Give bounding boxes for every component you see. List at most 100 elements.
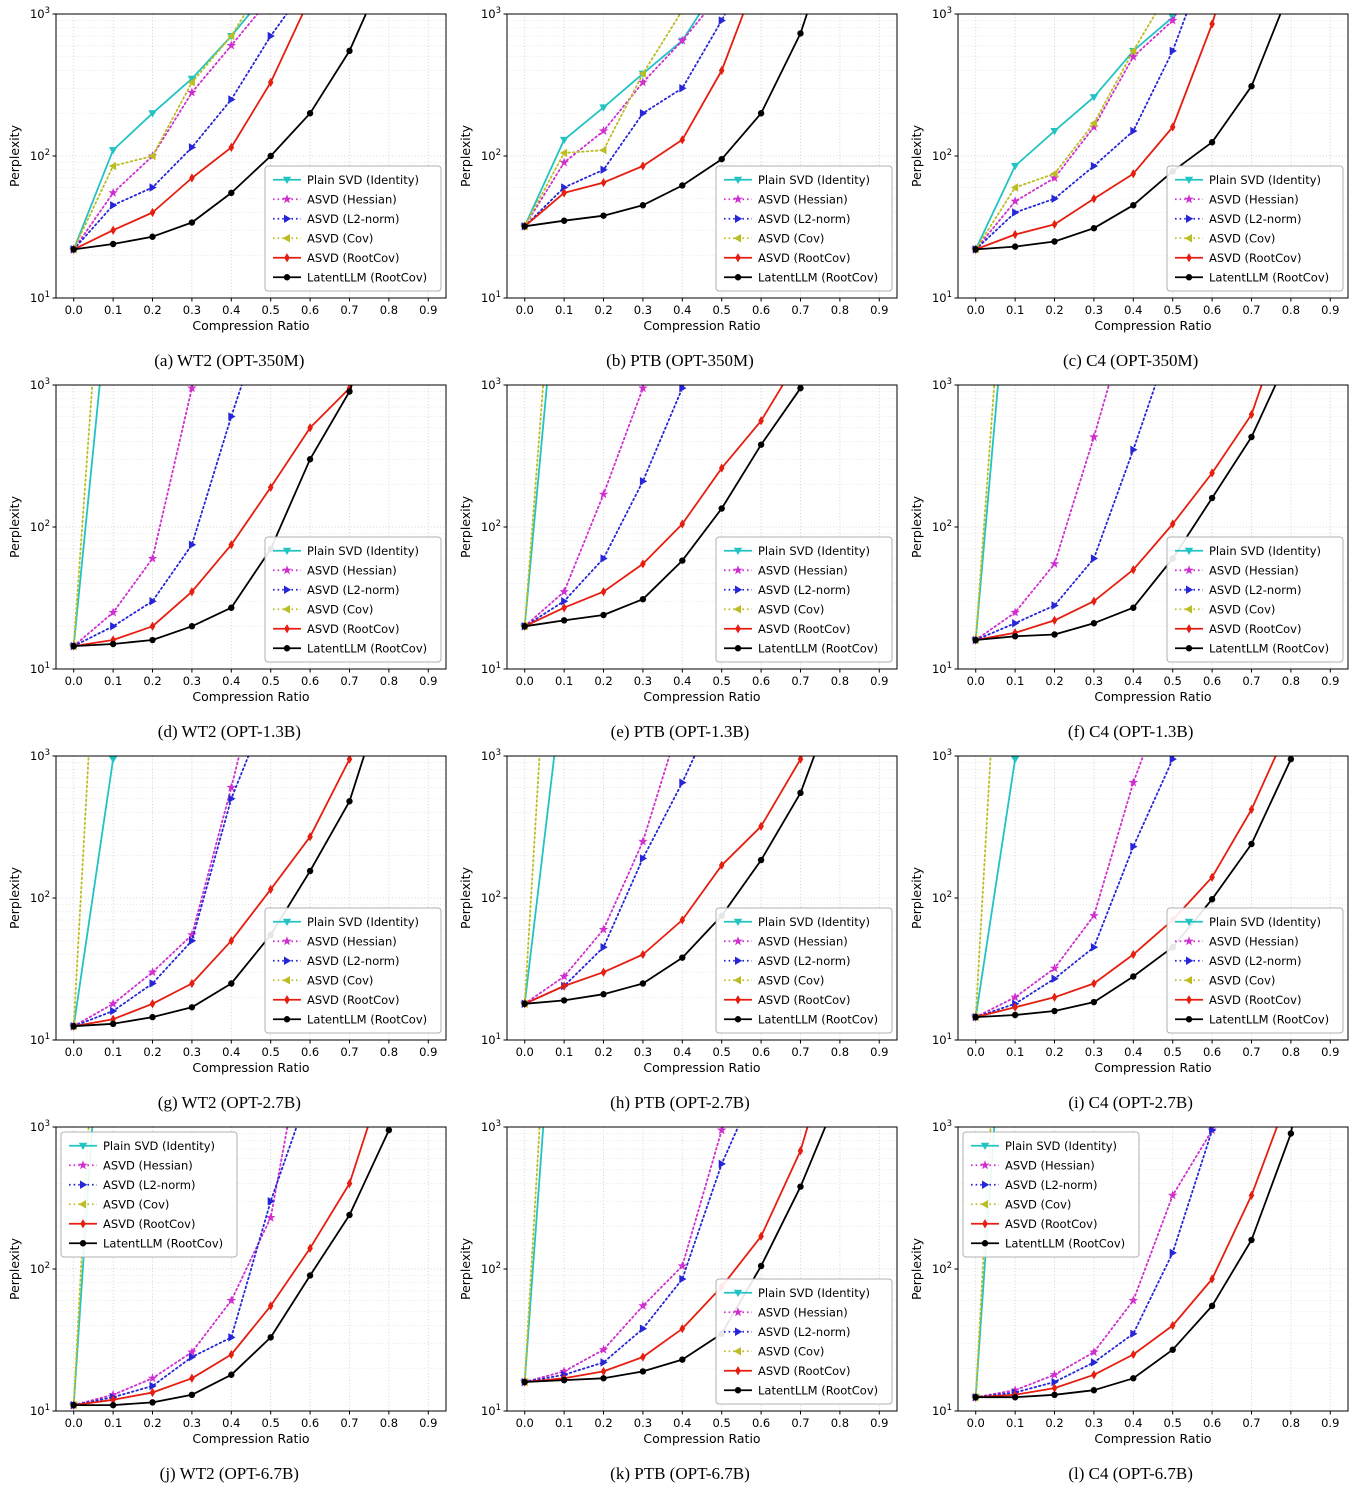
legend-label: LatentLLM (RootCov) [758, 1012, 878, 1026]
legend-label: ASVD (Hessian) [1209, 563, 1299, 577]
legend-item-plain_svd: Plain SVD (Identity) [723, 544, 870, 558]
svg-text:0.9: 0.9 [1321, 674, 1339, 688]
y-axis: 101 102 103 Perplexity [7, 748, 57, 1047]
series-cov [974, 756, 992, 1019]
svg-text:0.2: 0.2 [144, 1416, 162, 1430]
svg-text:0.0: 0.0 [65, 674, 83, 688]
svg-text:0.2: 0.2 [594, 674, 612, 688]
markers-l2 [972, 756, 1177, 1022]
markers-l2 [521, 778, 687, 1008]
legend-item-plain_svd: Plain SVD (Identity) [1174, 544, 1321, 558]
svg-text:0.9: 0.9 [870, 1045, 888, 1059]
legend-label: ASVD (L2-norm) [307, 583, 399, 597]
legend-label: ASVD (RootCov) [307, 251, 399, 265]
svg-text:0.7: 0.7 [1242, 1416, 1260, 1430]
markers-l2 [521, 1159, 726, 1387]
svg-text:102: 102 [481, 519, 501, 534]
legend-label: Plain SVD (Identity) [307, 544, 419, 558]
chart-canvas-e: 0.0 0.1 0.2 0.3 0.4 0.5 0.6 0.7 0.8 0.9 Compressio… [457, 377, 903, 721]
svg-text:0.7: 0.7 [341, 674, 359, 688]
series-hessian [523, 756, 671, 1005]
markers-latentllm [521, 1183, 804, 1386]
svg-text:0.5: 0.5 [713, 674, 731, 688]
y-axis-label: Perplexity [458, 124, 473, 187]
svg-text:0.9: 0.9 [870, 1416, 888, 1430]
legend-label: ASVD (RootCov) [307, 993, 399, 1007]
legend-item-hessian: ASVD (Hessian) [723, 934, 848, 948]
svg-text:0.2: 0.2 [144, 1045, 162, 1059]
svg-text:101: 101 [932, 1032, 952, 1047]
svg-text:102: 102 [932, 519, 952, 534]
subplot-caption: (f) C4 (OPT-1.3B) [1067, 722, 1194, 741]
legend-item-l2: ASVD (L2-norm) [273, 212, 400, 226]
markers-latentllm [70, 47, 354, 253]
series-lines [519, 756, 816, 1009]
legend-label: ASVD (Hessian) [307, 563, 397, 577]
svg-text:103: 103 [30, 6, 50, 21]
svg-text:0.7: 0.7 [791, 1416, 809, 1430]
markers-hessian [69, 385, 198, 651]
legend-label: Plain SVD (Identity) [758, 544, 870, 558]
legend: Plain SVD (Identity) ASVD (Hessian) ASVD (… [715, 536, 893, 663]
svg-text:0.1: 0.1 [1006, 1045, 1024, 1059]
x-axis: 0.0 0.1 0.2 0.3 0.4 0.5 0.6 0.7 0.8 0.9 Compressio… [516, 1040, 888, 1075]
legend-item-l2: ASVD (L2-norm) [723, 954, 850, 968]
series-plain_svd [523, 756, 556, 1005]
legend-item-rootcov: ASVD (RootCov) [723, 251, 850, 265]
subplot-caption: (d) WT2 (OPT-1.3B) [157, 722, 301, 741]
svg-text:0.5: 0.5 [262, 1416, 280, 1430]
series-lines [970, 756, 1294, 1022]
legend-label: ASVD (RootCov) [758, 1364, 850, 1378]
legend-item-l2: ASVD (L2-norm) [723, 212, 850, 226]
svg-text:102: 102 [30, 1261, 50, 1276]
legend: Plain SVD (Identity) ASVD (Hessian) ASVD (… [715, 907, 893, 1034]
y-axis-label: Perplexity [458, 866, 473, 929]
series-lines [69, 385, 354, 651]
series-cov [974, 14, 1156, 251]
markers-plain_svd [69, 756, 118, 1031]
series-rootcov [523, 385, 784, 628]
svg-text:0.4: 0.4 [673, 1416, 691, 1430]
legend-label: Plain SVD (Identity) [758, 173, 870, 187]
chart-svg: 0.0 0.1 0.2 0.3 0.4 0.5 0.6 0.7 0.8 0.9 Compressio… [909, 1119, 1349, 1446]
markers-latentllm [521, 30, 804, 230]
legend-item-rootcov: ASVD (RootCov) [1174, 993, 1301, 1007]
svg-text:0.0: 0.0 [966, 1416, 984, 1430]
svg-text:0.7: 0.7 [791, 1045, 809, 1059]
series-plain_svd [73, 756, 116, 1028]
svg-text:0.5: 0.5 [713, 303, 731, 317]
subplot-k: 0.0 0.1 0.2 0.3 0.4 0.5 0.6 0.7 0.8 0.9 Compressio… [455, 1119, 906, 1488]
legend-label: ASVD (Hessian) [758, 934, 848, 948]
legend-label: ASVD (RootCov) [1005, 1217, 1097, 1231]
legend-label: ASVD (Cov) [1005, 1197, 1071, 1211]
legend-label: ASVD (Hessian) [758, 192, 848, 206]
legend-label: ASVD (Cov) [1209, 231, 1275, 245]
legend-label: ASVD (L2-norm) [1209, 212, 1301, 226]
legend: Plain SVD (Identity) ASVD (Hessian) ASVD (… [264, 165, 442, 292]
subplot-j: 0.0 0.1 0.2 0.3 0.4 0.5 0.6 0.7 0.8 0.9 Compressio… [4, 1119, 455, 1488]
svg-text:0.7: 0.7 [1242, 674, 1260, 688]
markers-hessian [519, 836, 648, 1008]
legend-label: ASVD (Hessian) [103, 1158, 193, 1172]
svg-text:101: 101 [932, 1403, 952, 1418]
legend-label: ASVD (Cov) [307, 973, 373, 987]
legend-label: ASVD (Hessian) [758, 1305, 848, 1319]
legend-label: LatentLLM (RootCov) [1209, 1012, 1329, 1026]
legend-item-cov: ASVD (Cov) [273, 973, 374, 987]
series-lines [69, 14, 368, 254]
svg-text:101: 101 [932, 290, 952, 305]
markers-l2 [521, 385, 687, 631]
x-axis: 0.0 0.1 0.2 0.3 0.4 0.5 0.6 0.7 0.8 0.9 Compressio… [65, 1040, 438, 1075]
y-axis-label: Perplexity [909, 866, 924, 929]
series-plain_svd [73, 14, 251, 251]
chart-svg: 0.0 0.1 0.2 0.3 0.4 0.5 0.6 0.7 0.8 0.9 Compressio… [909, 748, 1349, 1075]
x-axis-label: Compression Ratio [193, 318, 310, 333]
legend-label: Plain SVD (Identity) [1209, 173, 1321, 187]
series-hessian [73, 756, 241, 1028]
legend-item-rootcov: ASVD (RootCov) [273, 993, 400, 1007]
markers-cov [520, 69, 646, 231]
legend-item-plain_svd: Plain SVD (Identity) [1174, 915, 1321, 929]
legend-item-hessian: ASVD (Hessian) [273, 934, 397, 948]
legend-item-l2: ASVD (L2-norm) [723, 583, 850, 597]
chart-canvas-a: 0.0 0.1 0.2 0.3 0.4 0.5 0.6 0.7 0.8 0.9 Compressio… [6, 6, 452, 350]
